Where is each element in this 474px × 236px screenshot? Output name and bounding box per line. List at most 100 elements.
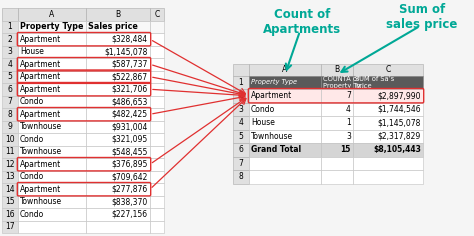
Bar [249, 143, 321, 156]
Text: $328,484: $328,484 [112, 35, 148, 44]
Bar [150, 46, 164, 58]
Bar [150, 96, 164, 108]
Bar [86, 158, 150, 170]
Bar [18, 21, 86, 33]
Text: $486,653: $486,653 [111, 97, 148, 106]
Bar [353, 116, 423, 130]
Bar [353, 143, 423, 156]
Bar [18, 158, 86, 170]
Text: 4: 4 [238, 118, 244, 127]
Bar [86, 133, 150, 146]
Text: $838,370: $838,370 [112, 197, 148, 206]
Bar [150, 58, 164, 71]
Bar [18, 33, 86, 46]
Bar [150, 208, 164, 220]
Text: 5: 5 [8, 72, 12, 81]
Text: $548,455: $548,455 [111, 147, 148, 156]
Bar [353, 156, 423, 170]
Text: $227,156: $227,156 [112, 210, 148, 219]
Text: Apartment: Apartment [20, 185, 61, 194]
Text: 8: 8 [238, 172, 243, 181]
Bar [2, 208, 18, 220]
Text: $522,867: $522,867 [112, 72, 148, 81]
Bar [249, 76, 321, 89]
Text: $587,737: $587,737 [111, 60, 148, 69]
Text: 3: 3 [238, 105, 244, 114]
Text: $709,642: $709,642 [111, 172, 148, 181]
Bar [86, 46, 150, 58]
Bar [150, 133, 164, 146]
Bar [321, 116, 353, 130]
Text: Apartment: Apartment [20, 85, 61, 94]
Bar [18, 121, 86, 133]
Text: House: House [20, 47, 44, 56]
Bar [86, 108, 150, 121]
Bar [86, 121, 150, 133]
Bar [150, 195, 164, 208]
Text: Townhouse: Townhouse [251, 132, 293, 141]
Text: $1,744,546: $1,744,546 [377, 105, 421, 114]
Bar [86, 208, 150, 220]
Bar [18, 208, 86, 220]
Bar [150, 146, 164, 158]
Text: Property Type: Property Type [20, 22, 83, 31]
Bar [233, 89, 249, 102]
Text: 1: 1 [346, 118, 351, 127]
Bar [2, 46, 18, 58]
Text: 2: 2 [238, 91, 243, 100]
Bar [2, 170, 18, 183]
Bar [18, 96, 86, 108]
Text: Townhouse: Townhouse [20, 197, 62, 206]
Text: 11: 11 [5, 147, 15, 156]
Bar [86, 195, 150, 208]
Bar [233, 64, 249, 76]
Text: Townhouse: Townhouse [20, 122, 62, 131]
Bar [321, 170, 353, 184]
Text: $321,095: $321,095 [112, 135, 148, 144]
Text: Apartment: Apartment [20, 160, 61, 169]
Bar [86, 83, 150, 96]
Text: $931,004: $931,004 [111, 122, 148, 131]
Text: A: A [49, 10, 55, 19]
Bar [150, 170, 164, 183]
Text: 10: 10 [5, 135, 15, 144]
Text: 9: 9 [8, 122, 12, 131]
Bar [233, 143, 249, 156]
Text: $1,145,078: $1,145,078 [105, 47, 148, 56]
Text: 3: 3 [8, 47, 12, 56]
Bar [249, 64, 321, 76]
Text: B: B [116, 10, 120, 19]
Text: 13: 13 [5, 172, 15, 181]
Text: Apartment: Apartment [251, 91, 292, 100]
Text: 7: 7 [238, 159, 244, 168]
Bar [2, 195, 18, 208]
Bar [150, 220, 164, 233]
Text: 6: 6 [8, 85, 12, 94]
Bar [150, 8, 164, 21]
Bar [150, 108, 164, 121]
Text: $376,895: $376,895 [111, 160, 148, 169]
Bar [2, 121, 18, 133]
Text: 3: 3 [346, 132, 351, 141]
Bar [2, 71, 18, 83]
Bar [2, 158, 18, 170]
Text: Townhouse: Townhouse [20, 147, 62, 156]
Bar [353, 89, 423, 102]
Bar [249, 116, 321, 130]
Text: Apartment: Apartment [20, 60, 61, 69]
Bar [249, 102, 321, 116]
Bar [353, 170, 423, 184]
Bar [2, 146, 18, 158]
Text: COUNTA of
Property Ty...: COUNTA of Property Ty... [323, 76, 366, 89]
Bar [18, 83, 86, 96]
Bar [2, 133, 18, 146]
Text: 17: 17 [5, 222, 15, 231]
Text: 15: 15 [5, 197, 15, 206]
Text: Condo: Condo [20, 135, 44, 144]
Bar [353, 64, 423, 76]
Bar [2, 83, 18, 96]
Bar [353, 102, 423, 116]
Bar [321, 156, 353, 170]
Text: $321,706: $321,706 [112, 85, 148, 94]
Bar [2, 21, 18, 33]
